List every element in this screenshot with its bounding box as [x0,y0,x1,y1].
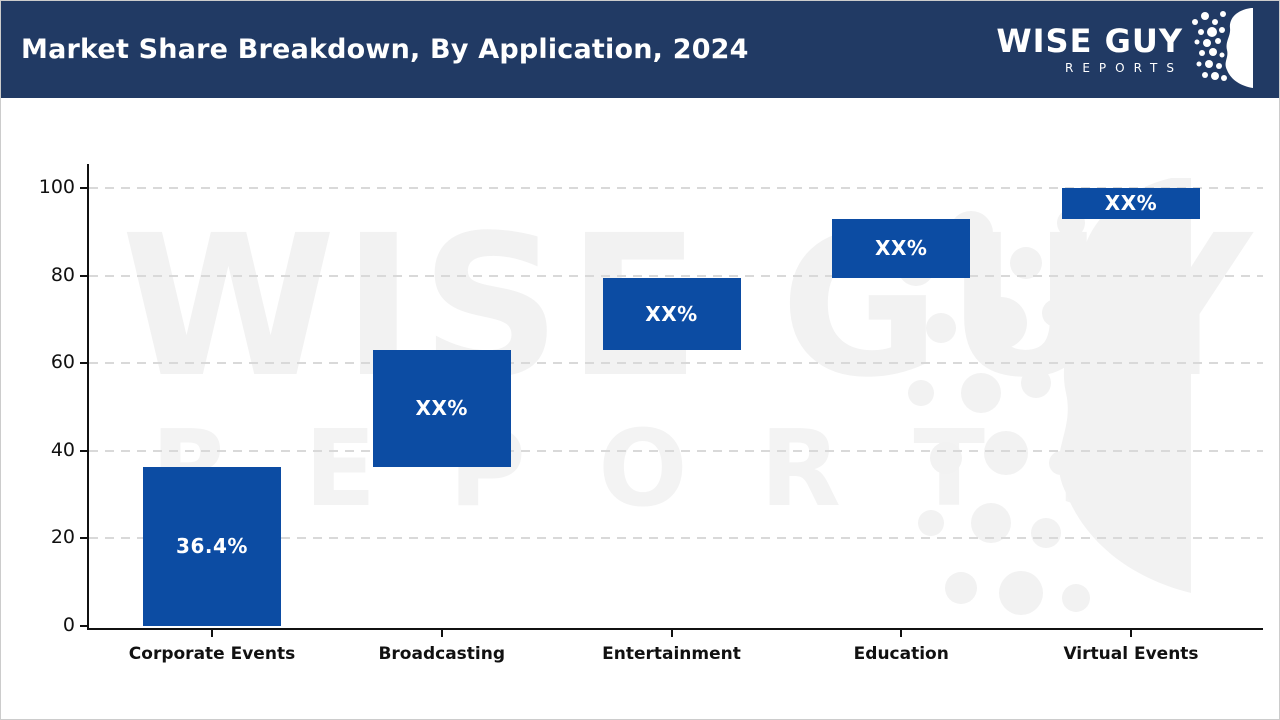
brand-logo-text: WISE GUY REPORTS [996,25,1183,74]
brand-subname: REPORTS [1064,61,1183,75]
y-tick-0 [80,625,89,627]
header-bar: Market Share Breakdown, By Application, … [1,1,1279,98]
gridline-80 [89,274,1263,277]
y-tick-label-80: 80 [50,263,75,286]
bar-corporate-events: 36.4% [143,466,281,626]
y-tick-40 [80,449,89,452]
gridline-60 [89,362,1263,365]
x-tick-2 [670,628,673,637]
bar-education: XX% [832,218,971,278]
plot: 0 20 40 60 80 100 36.4% Corporate Events XX% Broa… [1,98,1279,719]
y-tick-label-60: 60 [50,351,75,374]
y-axis-line [87,164,89,630]
x-tick-0 [211,628,213,637]
y-tick-label-0: 0 [62,614,75,636]
brand-logo: WISE GUY REPORTS [996,7,1253,92]
x-tick-4 [1130,628,1132,637]
x-category-label-0: Corporate Events [128,644,296,664]
chart-area: WISE GUY R E P O R T S 0 20 40 60 80 100 36.4%… [1,98,1279,719]
y-tick-label-20: 20 [50,526,75,549]
gridline-100 [89,187,1263,189]
bar-value-label: XX% [1104,191,1158,216]
y-tick-20 [80,537,89,540]
bar-entertainment: XX% [602,277,741,351]
x-tick-3 [900,628,903,637]
x-tick-1 [440,628,443,637]
y-tick-100 [80,187,89,189]
y-tick-60 [80,362,89,365]
bar-value-label: XX% [875,236,928,261]
gridline-40 [89,449,1263,452]
x-category-label-4: Virtual Events [1063,644,1199,664]
x-category-label-1: Broadcasting [378,644,506,664]
bar-virtual-events: XX% [1062,188,1200,219]
x-axis-line [87,628,1263,630]
brand-name: WISE GUY [996,22,1183,60]
y-tick-80 [80,274,89,277]
bar-value-label: XX% [645,301,698,326]
x-category-label-2: Entertainment [602,644,741,664]
gridline-20 [89,537,1263,540]
page-title: Market Share Breakdown, By Application, … [21,34,749,65]
bar-value-label: XX% [415,396,468,421]
bar-value-label: 36.4% [176,534,248,559]
x-category-label-3: Education [853,644,949,664]
y-tick-label-100: 100 [38,176,75,198]
brand-head-icon [1187,7,1253,92]
bar-broadcasting: XX% [372,350,511,467]
y-tick-label-40: 40 [50,438,75,461]
